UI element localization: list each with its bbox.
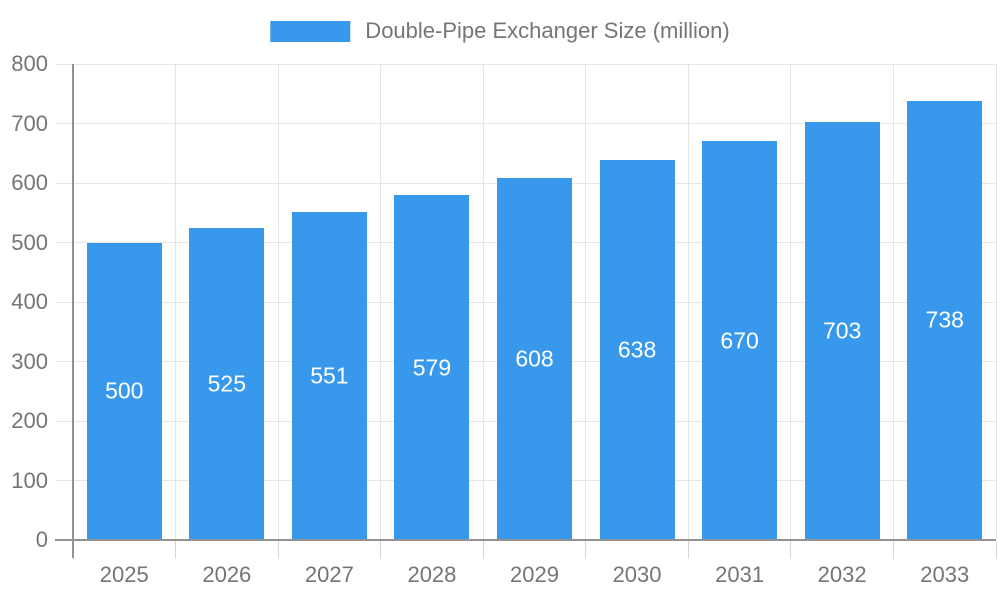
bar-2029[interactable] bbox=[497, 178, 572, 540]
chart-legend[interactable]: Double-Pipe Exchanger Size (million) bbox=[270, 18, 730, 44]
y-tick-label-800: 800 bbox=[11, 51, 48, 76]
bar-2028[interactable] bbox=[394, 195, 470, 540]
x-tick-label-2025: 2025 bbox=[99, 562, 149, 587]
x-tick-label-2033: 2033 bbox=[920, 562, 970, 587]
x-tick-label-2032: 2032 bbox=[817, 562, 867, 587]
bar-2032[interactable] bbox=[804, 121, 880, 540]
x-axis-tick-5 bbox=[585, 541, 587, 559]
x-axis-tick-7 bbox=[790, 541, 792, 559]
gridline-v-3 bbox=[380, 64, 382, 540]
x-tick-label-2030: 2030 bbox=[612, 562, 662, 587]
gridline-h-700 bbox=[55, 123, 996, 124]
x-axis-tick-9 bbox=[995, 541, 997, 559]
y-tick-label-600: 600 bbox=[11, 170, 48, 195]
y-tick-label-700: 700 bbox=[11, 110, 48, 136]
y-tick-label-0: 0 bbox=[35, 527, 48, 552]
x-tick-label-2031: 2031 bbox=[715, 562, 765, 587]
gridline-v-9 bbox=[995, 64, 997, 540]
gridline-h-800 bbox=[55, 63, 996, 65]
x-tick-label-2029: 2029 bbox=[510, 562, 559, 587]
bar-2027[interactable] bbox=[291, 212, 367, 540]
bar-2031[interactable] bbox=[702, 141, 778, 540]
gridline-v-5 bbox=[585, 64, 587, 540]
gridline-v-1 bbox=[175, 64, 177, 540]
y-axis-line bbox=[72, 64, 74, 558]
x-axis-line bbox=[55, 539, 996, 541]
y-tick-label-200: 200 bbox=[11, 408, 48, 433]
gridline-v-6 bbox=[687, 64, 689, 540]
bar-2026[interactable] bbox=[189, 227, 265, 540]
x-axis-tick-2 bbox=[277, 541, 279, 559]
gridline-v-8 bbox=[892, 64, 894, 540]
y-tick-label-500: 500 bbox=[11, 229, 48, 255]
x-axis-tick-6 bbox=[687, 541, 689, 559]
x-axis-tick-3 bbox=[380, 541, 382, 559]
y-tick-label-300: 300 bbox=[11, 348, 48, 374]
x-axis-tick-8 bbox=[892, 541, 894, 559]
legend-swatch-icon bbox=[270, 20, 351, 42]
x-tick-label-2027: 2027 bbox=[304, 562, 354, 587]
gridline-v-2 bbox=[277, 64, 279, 540]
x-axis-tick-4 bbox=[482, 541, 484, 559]
x-tick-label-2026: 2026 bbox=[202, 562, 252, 587]
x-tick-label-2028: 2028 bbox=[407, 562, 457, 587]
y-tick-label-400: 400 bbox=[11, 289, 48, 314]
gridline-v-7 bbox=[790, 64, 792, 540]
bar-2033[interactable] bbox=[907, 100, 983, 540]
bar-2030[interactable] bbox=[599, 160, 675, 540]
gridline-v-4 bbox=[482, 64, 484, 540]
x-axis-tick-1 bbox=[175, 541, 177, 559]
legend-label: Double-Pipe Exchanger Size (million) bbox=[365, 18, 730, 43]
bar-2025[interactable] bbox=[86, 242, 162, 540]
y-tick-label-100: 100 bbox=[11, 467, 48, 493]
